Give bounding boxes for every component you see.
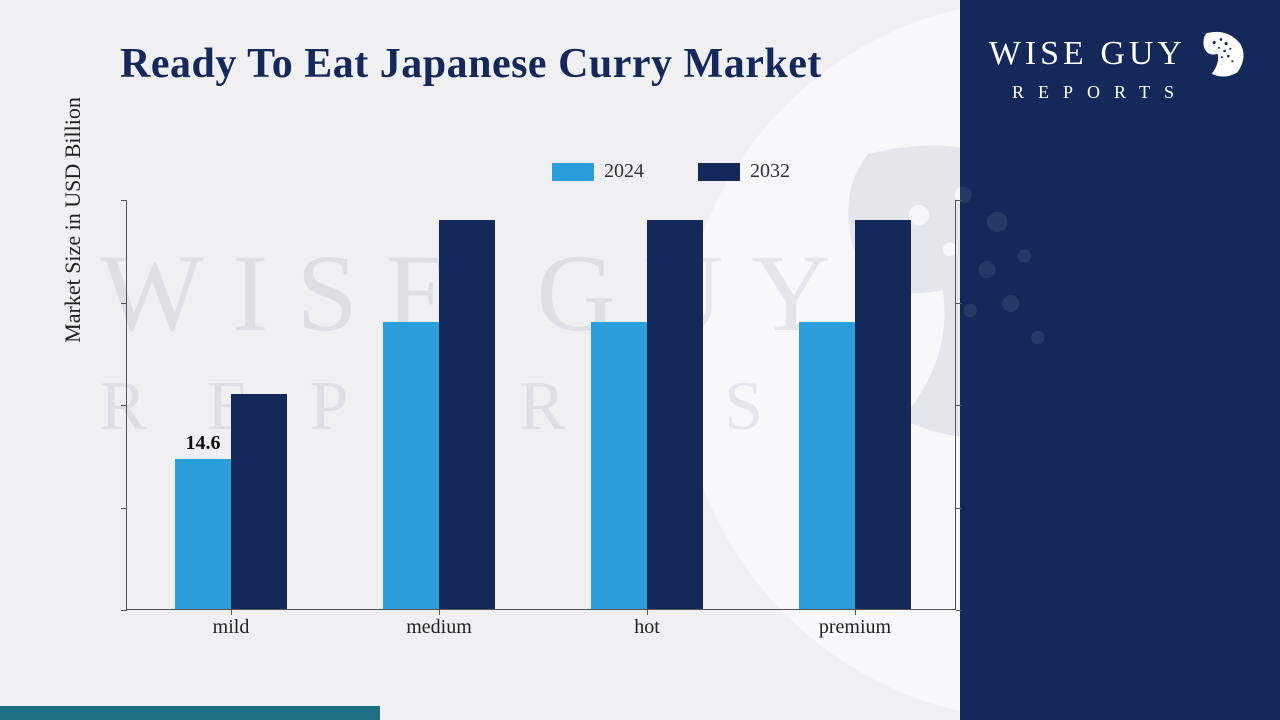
bar: [231, 394, 287, 609]
stage: WISE GUY REPORTS Ready To Eat Japanese C…: [0, 0, 1280, 720]
logo-line1: WISE GUY: [989, 35, 1186, 73]
bar: [591, 322, 647, 609]
plot-area: mildmediumhotpremium14.6: [126, 200, 956, 610]
legend-item-1: 2032: [698, 160, 790, 183]
bar: [439, 220, 495, 610]
logo-face-icon: [1192, 28, 1252, 80]
legend-swatch-0: [552, 163, 594, 181]
page-title: Ready To Eat Japanese Curry Market: [120, 40, 822, 88]
brand-logo: WISE GUY REPORTS: [988, 28, 1252, 103]
bar: [799, 322, 855, 609]
chart: Market Size in USD Billion mildmediumhot…: [96, 200, 956, 640]
y-axis-label: Market Size in USD Billion: [60, 20, 86, 420]
bar-group: [383, 220, 495, 610]
category-label: hot: [634, 616, 660, 639]
logo-line2: REPORTS: [988, 82, 1252, 103]
bar: [175, 459, 231, 609]
category-label: medium: [406, 616, 472, 639]
bar-group: [591, 220, 703, 610]
legend: 2024 2032: [552, 160, 790, 183]
category-label: premium: [819, 616, 891, 639]
legend-label-1: 2032: [750, 160, 790, 183]
legend-swatch-1: [698, 163, 740, 181]
bar-group: [175, 394, 287, 609]
bottom-stripe: [0, 706, 380, 720]
bar: [383, 322, 439, 609]
bar-value-label: 14.6: [186, 432, 221, 455]
bar: [855, 220, 911, 610]
bar-group: [799, 220, 911, 610]
bar: [647, 220, 703, 610]
legend-label-0: 2024: [604, 160, 644, 183]
legend-item-0: 2024: [552, 160, 644, 183]
category-label: mild: [213, 616, 250, 639]
